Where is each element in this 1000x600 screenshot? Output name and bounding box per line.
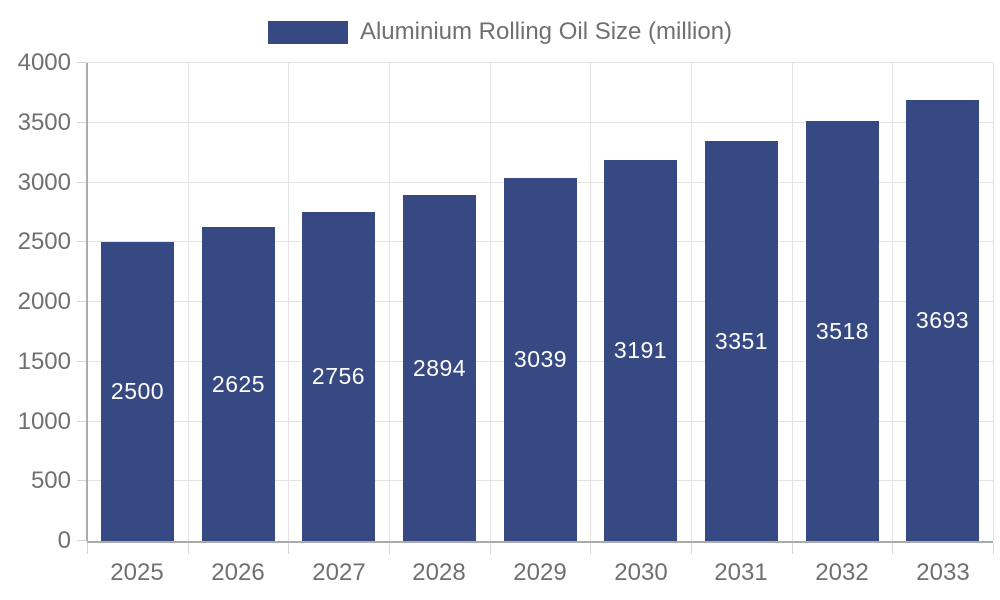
bar[interactable]: 3191 <box>604 160 677 541</box>
y-tick <box>77 421 87 422</box>
legend-label: Aluminium Rolling Oil Size (million) <box>359 18 733 45</box>
bar[interactable]: 2756 <box>302 212 375 541</box>
y-axis-label: 2500 <box>17 228 71 255</box>
legend[interactable]: Aluminium Rolling Oil Size (million) <box>0 18 1000 46</box>
x-gridline <box>993 63 994 541</box>
bar[interactable]: 2500 <box>101 242 174 541</box>
y-tick <box>77 361 87 362</box>
x-gridline <box>188 63 189 541</box>
x-axis-label: 2028 <box>412 559 466 586</box>
y-axis-label: 0 <box>57 527 71 554</box>
x-axis-label: 2025 <box>110 559 164 586</box>
y-tick <box>77 62 87 63</box>
x-tick <box>892 543 893 554</box>
bar-value-label: 2894 <box>412 354 467 381</box>
x-tick <box>993 543 994 554</box>
bar[interactable]: 3693 <box>906 100 979 541</box>
y-axis-label: 500 <box>30 467 71 494</box>
x-tick <box>490 543 491 554</box>
x-gridline <box>892 63 893 541</box>
y-tick <box>77 540 87 541</box>
x-axis-label: 2026 <box>211 559 265 586</box>
y-axis-label: 1000 <box>17 408 71 435</box>
y-tick <box>77 241 87 242</box>
y-axis-label: 1500 <box>17 348 71 375</box>
x-tick <box>87 543 88 554</box>
y-axis-label: 2000 <box>17 288 71 315</box>
y-axis-line <box>86 63 88 541</box>
x-tick <box>792 543 793 554</box>
y-axis-label: 3500 <box>17 109 71 136</box>
bar-value-label: 2756 <box>311 363 366 389</box>
x-axis-label: 2029 <box>513 559 567 586</box>
legend-swatch <box>267 20 348 44</box>
x-gridline <box>792 63 793 541</box>
bar-value-label: 2625 <box>211 370 266 397</box>
bar[interactable]: 3518 <box>806 121 879 541</box>
y-tick <box>77 480 87 481</box>
x-tick <box>188 543 189 554</box>
x-gridline <box>389 63 390 541</box>
y-tick <box>77 182 87 183</box>
bar[interactable]: 2894 <box>403 195 476 541</box>
y-axis-label: 4000 <box>17 49 71 76</box>
x-tick <box>288 543 289 554</box>
x-axis-label: 2030 <box>614 559 668 586</box>
x-axis-label: 2032 <box>815 559 869 586</box>
x-gridline <box>590 63 591 541</box>
bar[interactable]: 3351 <box>705 141 778 541</box>
bar-value-label: 3191 <box>613 337 668 363</box>
x-axis-label: 2027 <box>312 559 366 586</box>
bar-value-label: 3039 <box>513 346 568 372</box>
y-tick <box>77 301 87 302</box>
x-axis-label: 2033 <box>916 559 970 586</box>
bar-value-label: 3518 <box>815 317 870 344</box>
y-gridline <box>87 122 993 123</box>
y-tick <box>77 122 87 123</box>
x-gridline <box>490 63 491 541</box>
y-axis-label: 3000 <box>17 169 71 196</box>
x-axis-label: 2031 <box>714 559 768 586</box>
x-axis-line <box>87 541 993 543</box>
x-gridline <box>288 63 289 541</box>
x-tick <box>389 543 390 554</box>
bar-value-label: 2500 <box>110 378 165 404</box>
x-tick <box>590 543 591 554</box>
y-gridline <box>87 62 993 63</box>
bar-value-label: 3351 <box>714 327 769 354</box>
bar-value-label: 3693 <box>915 307 970 333</box>
x-tick <box>691 543 692 554</box>
bar[interactable]: 3039 <box>504 178 577 541</box>
bar[interactable]: 2625 <box>202 227 275 541</box>
x-gridline <box>691 63 692 541</box>
